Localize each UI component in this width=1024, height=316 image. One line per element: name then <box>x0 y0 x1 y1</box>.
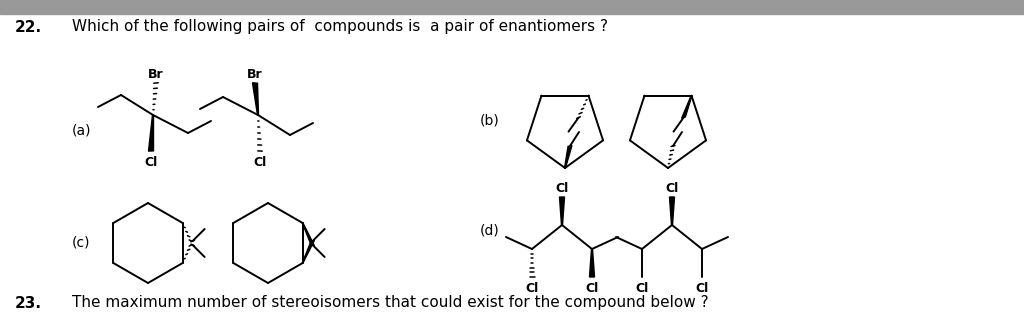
Text: Cl: Cl <box>586 282 599 295</box>
Polygon shape <box>682 95 692 118</box>
Polygon shape <box>253 83 258 115</box>
Text: Cl: Cl <box>253 155 266 168</box>
Polygon shape <box>302 223 314 246</box>
Text: Cl: Cl <box>555 181 568 195</box>
Text: (b): (b) <box>480 113 500 127</box>
Polygon shape <box>559 197 564 225</box>
Polygon shape <box>564 146 572 168</box>
Text: 22.: 22. <box>15 20 42 34</box>
Text: Cl: Cl <box>525 282 539 295</box>
Polygon shape <box>670 197 675 225</box>
Text: Cl: Cl <box>666 181 679 195</box>
Text: Cl: Cl <box>635 282 648 295</box>
Text: (a): (a) <box>72 123 91 137</box>
Text: Cl: Cl <box>144 155 158 168</box>
Text: 23.: 23. <box>15 295 42 311</box>
Polygon shape <box>302 240 314 263</box>
Text: Br: Br <box>247 68 263 81</box>
Text: Which of the following pairs of  compounds is  a pair of enantiomers ?: Which of the following pairs of compound… <box>72 20 608 34</box>
Text: Br: Br <box>148 68 164 81</box>
Text: (d): (d) <box>480 223 500 237</box>
Bar <box>0 0 1024 14</box>
Text: Cl: Cl <box>695 282 709 295</box>
Text: The maximum number of stereoisomers that could exist for the compound below ?: The maximum number of stereoisomers that… <box>72 295 709 311</box>
Polygon shape <box>148 115 154 151</box>
Text: (c): (c) <box>72 236 90 250</box>
Polygon shape <box>590 249 595 277</box>
